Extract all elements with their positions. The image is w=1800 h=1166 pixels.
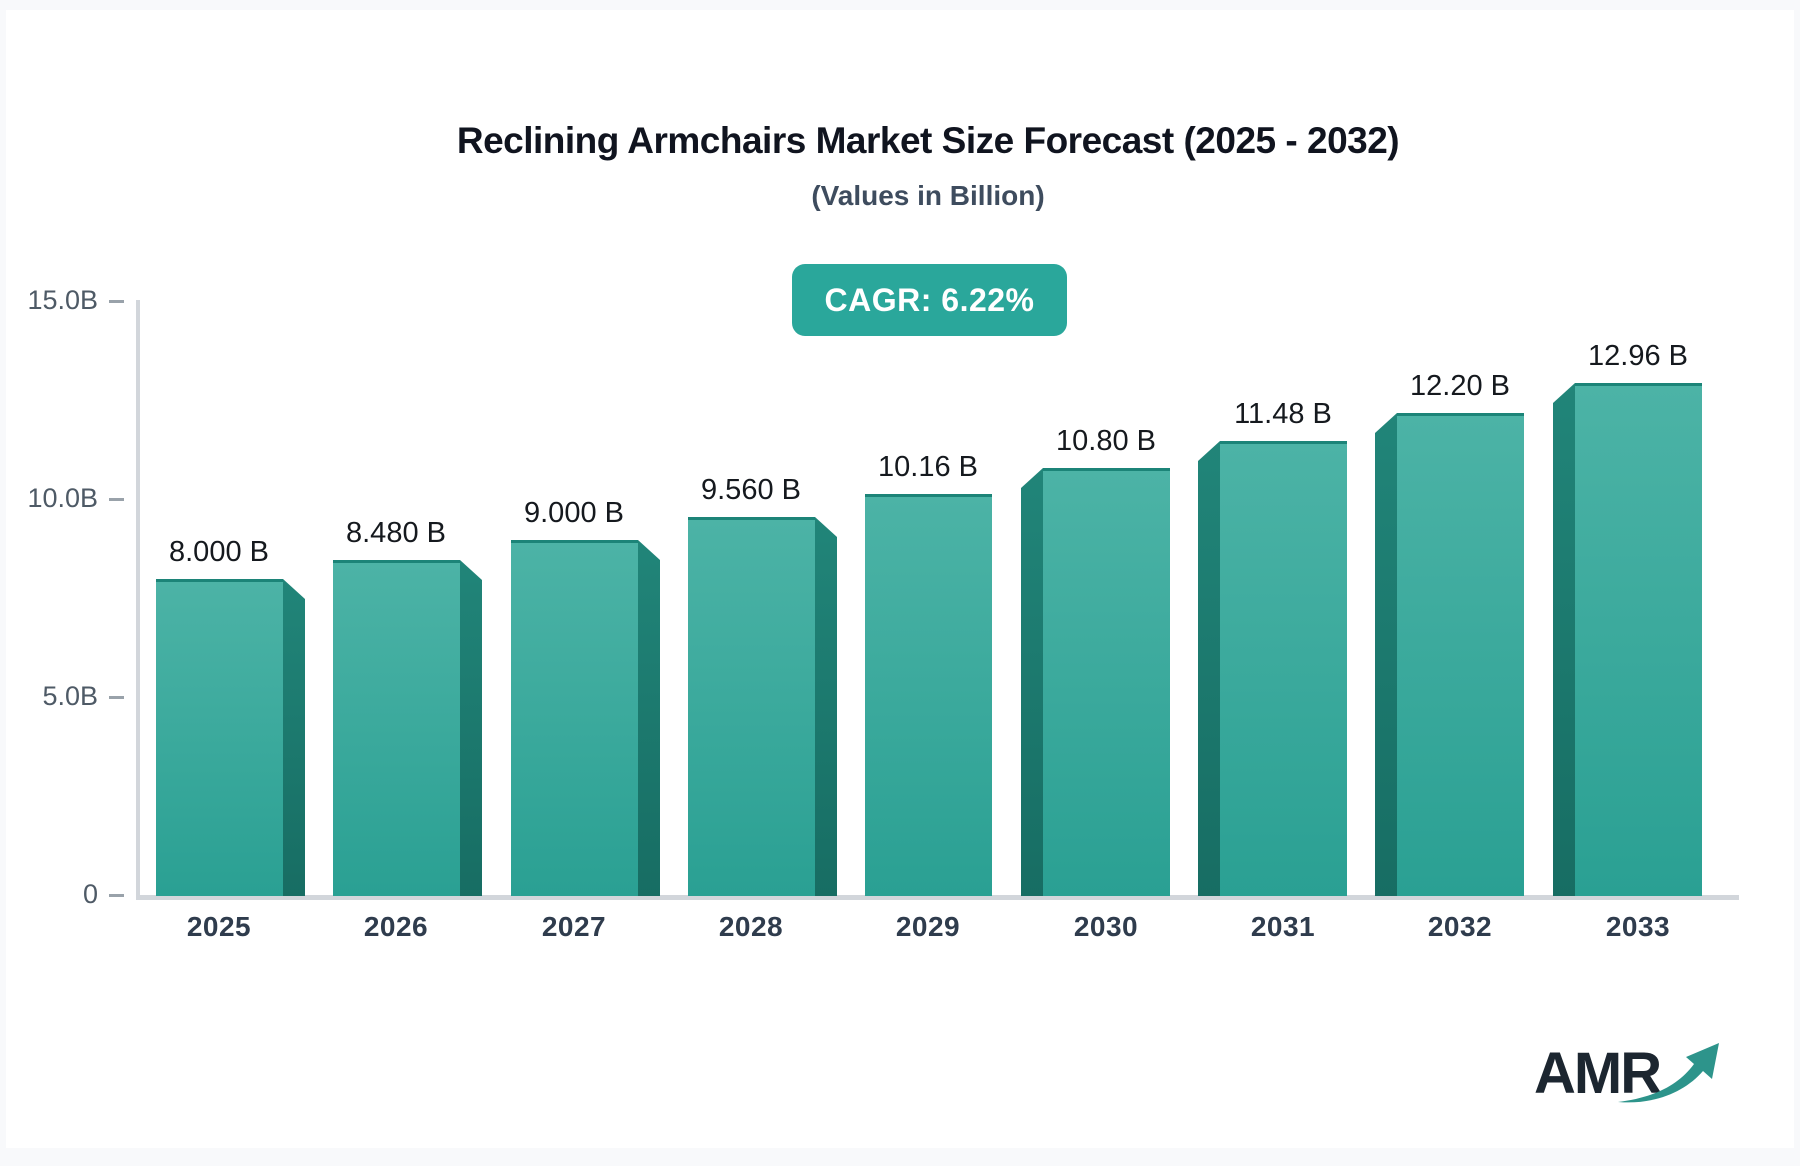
bar-side-face: [1021, 468, 1043, 896]
bar-value-label: 8.480 B: [346, 517, 446, 549]
bar-side-face: [1553, 383, 1575, 896]
bar-2026: [333, 560, 460, 896]
x-tick-label-2025: 2025: [186, 911, 252, 942]
y-tick-dash: [109, 696, 124, 699]
chart-title: Reclining Armchairs Market Size Forecast…: [456, 120, 1400, 161]
bar-side-face: [460, 560, 482, 896]
bar-value-label: 8.000 B: [169, 536, 269, 568]
cagr-badge: CAGR: 6.22%: [792, 264, 1067, 336]
x-tick-label-2032: 2032: [1427, 911, 1493, 942]
y-tick-label: 5.0B: [42, 681, 98, 711]
bar-2031: [1220, 441, 1347, 896]
y-tick-dash: [109, 894, 124, 897]
y-tick-label: 10.0B: [27, 483, 98, 513]
y-tick-label: 0: [82, 879, 98, 909]
bar-value-label: 10.16 B: [878, 451, 978, 483]
x-tick-label-2030: 2030: [1073, 911, 1139, 942]
bar-value-label: 9.000 B: [524, 497, 624, 529]
bar-2033: [1575, 383, 1702, 896]
bar-side-face: [1198, 441, 1220, 896]
amr-logo: AMR: [1534, 1040, 1734, 1120]
growth-arrow-icon: [1618, 1043, 1719, 1103]
y-tick-dash: [109, 498, 124, 501]
chart-subtitle: (Values in Billion): [811, 180, 1045, 211]
bar-2027: [511, 540, 638, 896]
chart-card: Reclining Armchairs Market Size Forecast…: [6, 10, 1794, 1148]
bar-2025: [156, 579, 283, 896]
bar-side-face: [638, 540, 660, 896]
amr-logo-text: AMR: [1534, 1041, 1662, 1106]
bar-value-label: 12.96 B: [1588, 340, 1688, 372]
x-axis-line: [136, 895, 1739, 900]
y-tick-label: 15.0B: [27, 285, 98, 315]
bar-value-label: 12.20 B: [1410, 370, 1510, 402]
bar-side-face: [815, 517, 837, 896]
bar-2030: [1043, 468, 1170, 896]
bar-2032: [1397, 413, 1524, 896]
cagr-badge-label: CAGR: 6.22%: [824, 281, 1035, 318]
x-tick-label-2031: 2031: [1250, 911, 1316, 942]
x-tick-label-2026: 2026: [363, 911, 429, 942]
bar-value-label: 9.560 B: [701, 474, 801, 506]
x-tick-label-2033: 2033: [1605, 911, 1671, 942]
plot-area: 15.0B 10.0B 5.0B 0 8.000 B 2025 8.480 B 2026 9.0…: [6, 10, 1800, 1166]
bar-value-label: 10.80 B: [1056, 425, 1156, 457]
bar-value-label: 11.48 B: [1234, 398, 1332, 430]
x-tick-label-2029: 2029: [895, 911, 961, 942]
y-tick-dash: [109, 300, 124, 303]
bar-side-face: [283, 579, 305, 896]
bar-side-face: [1375, 413, 1397, 896]
bar-2029: [865, 494, 992, 896]
x-tick-label-2027: 2027: [541, 911, 607, 942]
y-axis-line: [136, 300, 140, 900]
bar-2028: [688, 517, 815, 896]
x-tick-label-2028: 2028: [718, 911, 784, 942]
